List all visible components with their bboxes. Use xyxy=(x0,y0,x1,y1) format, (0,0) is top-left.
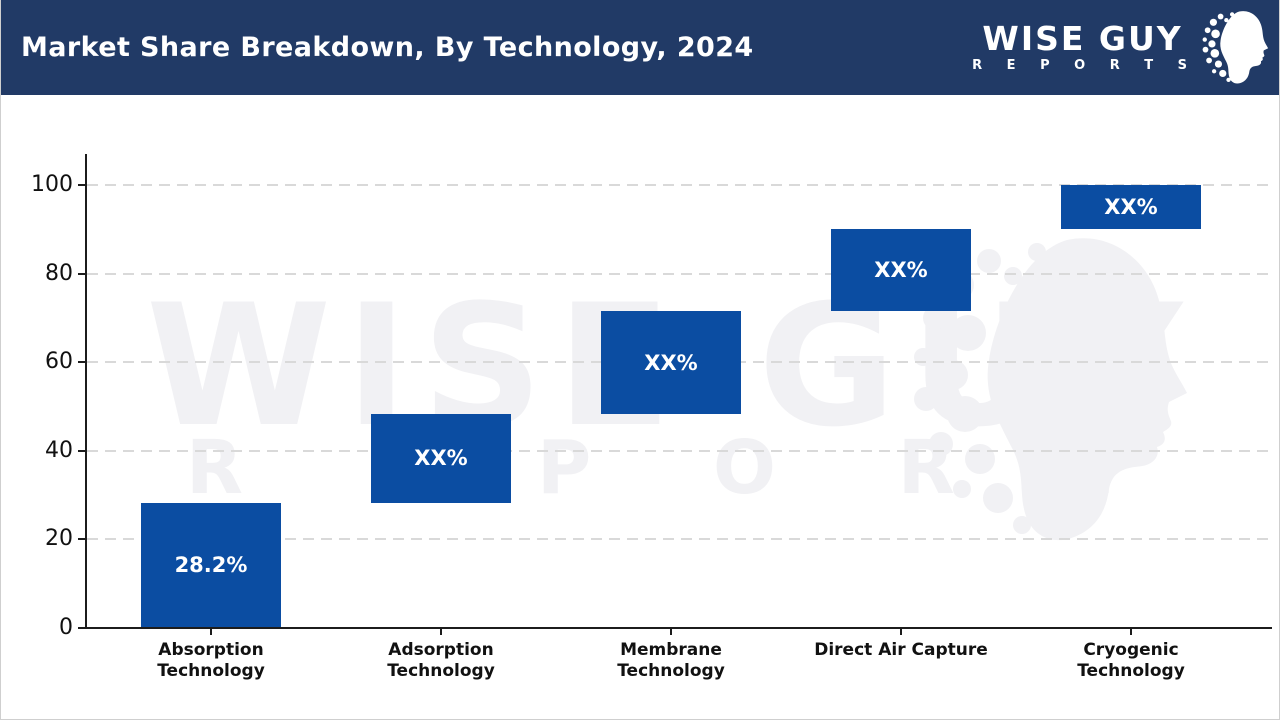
x-tick-mark xyxy=(900,629,902,635)
gridline xyxy=(87,538,1272,540)
category-label: Membrane Technology xyxy=(617,640,725,681)
bar-value-label: XX% xyxy=(414,446,468,471)
x-tick-mark xyxy=(210,629,212,635)
category-label: Direct Air Capture xyxy=(814,640,988,660)
y-tick-label: 80 xyxy=(45,260,73,286)
y-tick-label: 100 xyxy=(31,172,73,197)
y-tick-label: 60 xyxy=(45,349,73,374)
wise-guy-logo: WISE GUY R E P O R T S xyxy=(968,0,1271,95)
y-tick-label: 40 xyxy=(45,437,73,463)
y-tick-mark xyxy=(78,361,86,363)
bar-value-label: 28.2% xyxy=(174,553,248,578)
category-label: Adsorption Technology xyxy=(387,640,495,681)
bar: XX% xyxy=(1061,185,1201,230)
y-tick-label: 0 xyxy=(59,614,73,640)
header-bar: Market Share Breakdown, By Technology, 2… xyxy=(1,0,1279,95)
x-tick-mark xyxy=(440,629,442,635)
gridline xyxy=(87,449,1272,452)
bar-value-label: XX% xyxy=(1104,195,1158,220)
gridline xyxy=(87,272,1272,275)
x-tick-mark xyxy=(1130,629,1132,635)
y-tick-mark xyxy=(78,449,86,452)
y-tick-mark xyxy=(78,626,86,629)
page-title: Market Share Breakdown, By Technology, 2… xyxy=(21,32,754,63)
bar-value-label: XX% xyxy=(644,350,698,375)
bar: XX% xyxy=(601,311,741,415)
bar: XX% xyxy=(371,414,511,503)
bar: XX% xyxy=(831,229,971,312)
category-label: Absorption Technology xyxy=(157,640,265,681)
logo-subtext: R E P O R T S xyxy=(972,58,1197,73)
category-label: Cryogenic Technology xyxy=(1077,640,1185,681)
bar: 28.2% xyxy=(141,502,281,628)
x-tick-mark xyxy=(670,629,672,635)
gridline xyxy=(87,184,1272,186)
x-axis-line xyxy=(85,627,1272,629)
y-tick-label: 20 xyxy=(45,526,73,551)
y-tick-mark xyxy=(78,538,86,540)
y-tick-mark xyxy=(78,272,86,275)
bar-value-label: XX% xyxy=(874,258,928,283)
y-axis-line xyxy=(85,154,87,628)
y-tick-mark xyxy=(78,184,86,186)
logo-wordmark: WISE GUY xyxy=(982,19,1183,58)
logo-text-block: WISE GUY R E P O R T S xyxy=(968,19,1197,74)
